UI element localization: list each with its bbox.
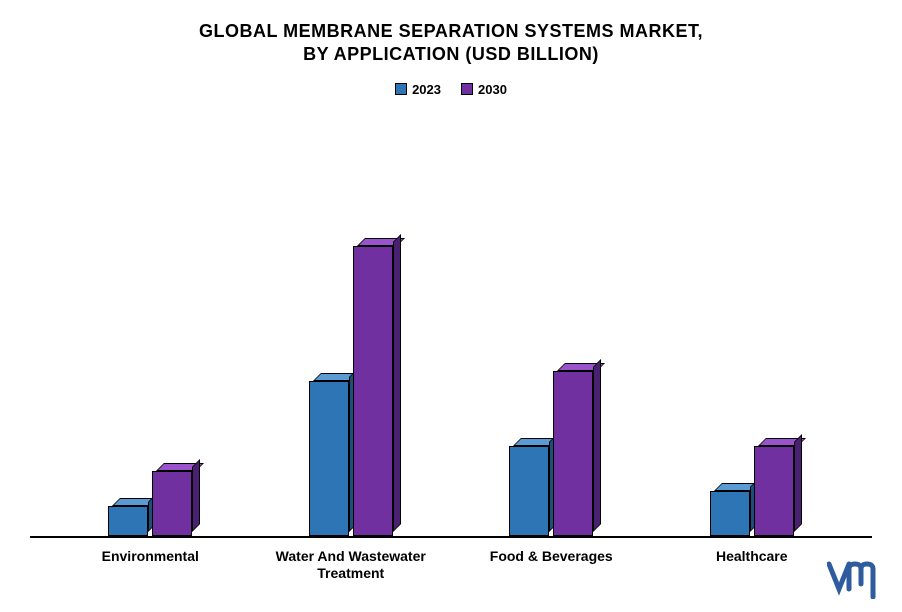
bar (553, 371, 593, 536)
bar (754, 446, 794, 536)
bar-face (754, 446, 794, 536)
x-axis-label: Environmental (50, 548, 251, 582)
bar (152, 471, 192, 536)
bar-face (509, 446, 549, 536)
bar-side (593, 359, 601, 532)
x-axis-label: Food & Beverages (451, 548, 652, 582)
legend-label-2030: 2030 (478, 82, 507, 97)
bar (309, 381, 349, 536)
legend-item-2030: 2030 (461, 82, 507, 97)
bar (509, 446, 549, 536)
bar-face (152, 471, 192, 536)
category-group (251, 107, 452, 537)
bar-side (192, 459, 200, 532)
x-axis-label: Healthcare (652, 548, 853, 582)
legend-swatch-2023 (395, 83, 407, 95)
title-line-1: GLOBAL MEMBRANE SEPARATION SYSTEMS MARKE… (199, 21, 703, 41)
bar-face (309, 381, 349, 536)
category-group (652, 107, 853, 537)
vm-logo-icon (827, 559, 887, 604)
category-group (50, 107, 251, 537)
legend-swatch-2030 (461, 83, 473, 95)
legend-item-2023: 2023 (395, 82, 441, 97)
bar (710, 491, 750, 536)
chart-title: GLOBAL MEMBRANE SEPARATION SYSTEMS MARKE… (199, 20, 703, 67)
bar-side (393, 234, 401, 532)
bar (353, 246, 393, 536)
x-axis-labels: EnvironmentalWater And Wastewater Treatm… (30, 548, 872, 582)
bar-side (794, 434, 802, 532)
title-line-2: BY APPLICATION (USD BILLION) (303, 44, 599, 64)
bar (108, 506, 148, 536)
bar-face (553, 371, 593, 536)
bar-face (710, 491, 750, 536)
legend: 2023 2030 (395, 82, 507, 97)
bar-face (108, 506, 148, 536)
chart-container: GLOBAL MEMBRANE SEPARATION SYSTEMS MARKE… (0, 0, 902, 612)
plot-area (30, 107, 872, 539)
category-group (451, 107, 652, 537)
bar-face (353, 246, 393, 536)
legend-label-2023: 2023 (412, 82, 441, 97)
x-axis-label: Water And Wastewater Treatment (251, 548, 452, 582)
